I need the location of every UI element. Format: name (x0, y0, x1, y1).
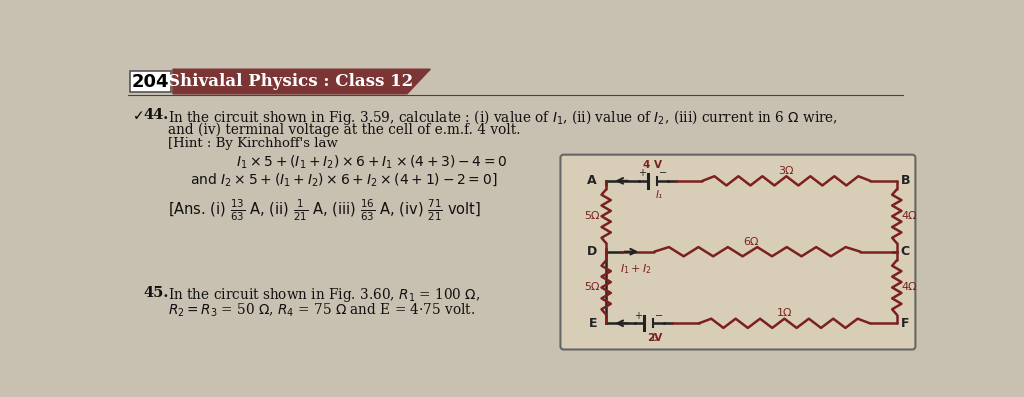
Text: I₁: I₁ (655, 190, 663, 200)
Text: 6Ω: 6Ω (743, 237, 759, 247)
Text: E: E (589, 317, 597, 330)
Text: Shivalal Physics : Class 12: Shivalal Physics : Class 12 (168, 73, 414, 90)
Text: 44.: 44. (143, 108, 169, 122)
Text: and $I_2 \times 5 + (I_1 + I_2) \times 6 + I_2 \times (4+1) - 2 = 0]$: and $I_2 \times 5 + (I_1 + I_2) \times 6… (190, 171, 498, 188)
Text: 45.: 45. (143, 286, 169, 301)
Text: D: D (587, 245, 597, 258)
FancyBboxPatch shape (560, 155, 915, 349)
Text: F: F (901, 317, 909, 330)
Text: +: + (638, 168, 646, 178)
Text: 4 V: 4 V (643, 160, 663, 170)
Polygon shape (173, 69, 430, 94)
Text: 204: 204 (132, 73, 169, 91)
Text: I₂: I₂ (651, 333, 658, 343)
Text: A: A (587, 174, 597, 187)
Text: C: C (901, 245, 909, 258)
Text: 5Ω: 5Ω (585, 283, 600, 293)
Text: In the circuit shown in Fig. 3.59, calculate : (i) value of $I_1$, (ii) value of: In the circuit shown in Fig. 3.59, calcu… (168, 108, 839, 127)
Text: −: − (654, 310, 663, 321)
Text: 2V: 2V (647, 333, 663, 343)
Text: 3Ω: 3Ω (778, 166, 795, 176)
Text: 5Ω: 5Ω (585, 211, 600, 221)
Text: +: + (634, 310, 642, 321)
Text: B: B (901, 174, 910, 187)
Text: $I_1 \times 5 + (I_1 + I_2) \times 6 + I_1 \times (4+3) - 4 = 0$: $I_1 \times 5 + (I_1 + I_2) \times 6 + I… (237, 154, 508, 171)
Bar (128, 69, 922, 94)
Text: 1Ω: 1Ω (776, 308, 793, 318)
Text: 4Ω: 4Ω (901, 211, 918, 221)
Text: 4Ω: 4Ω (901, 283, 918, 293)
Text: $I_1 + I_2$: $I_1 + I_2$ (621, 262, 651, 276)
Text: ✓: ✓ (133, 109, 144, 123)
Text: [Ans. (i) $\frac{13}{63}$ A, (ii) $\frac{1}{21}$ A, (iii) $\frac{16}{63}$ A, (iv: [Ans. (i) $\frac{13}{63}$ A, (ii) $\frac… (168, 198, 481, 223)
Text: In the circuit shown in Fig. 3.60, $R_1$ = 100 $\Omega$,: In the circuit shown in Fig. 3.60, $R_1$… (168, 286, 480, 304)
Text: and (iv) terminal voltage at the cell of e.m.f. 4 volt.: and (iv) terminal voltage at the cell of… (168, 122, 521, 137)
Text: [Hint : By Kirchhoff's law: [Hint : By Kirchhoff's law (168, 137, 338, 150)
Text: $R_2 = R_3$ = 50 $\Omega$, $R_4$ = 75 $\Omega$ and E = 4$\cdot$75 volt.: $R_2 = R_3$ = 50 $\Omega$, $R_4$ = 75 $\… (168, 302, 475, 319)
Bar (130, 71, 171, 92)
Text: −: − (658, 168, 667, 178)
